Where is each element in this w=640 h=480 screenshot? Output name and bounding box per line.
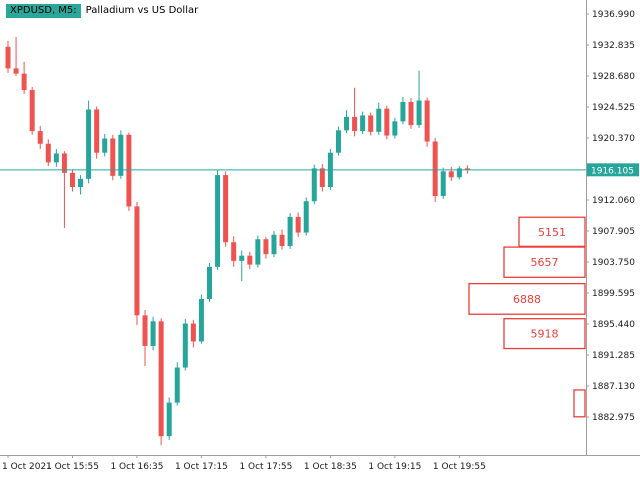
- price-axis-label: 1907.905: [592, 227, 635, 237]
- price-axis-label: 1882.975: [592, 413, 635, 423]
- candle-body: [239, 255, 245, 261]
- candle-body: [335, 130, 341, 153]
- candle-body: [78, 178, 84, 188]
- candle-body: [150, 321, 156, 346]
- time-axis-label: 1 Oct 15:55: [46, 462, 99, 472]
- candle-body: [400, 101, 406, 122]
- candle-body: [352, 116, 358, 132]
- annotation-box-label: 5657: [531, 256, 559, 269]
- candle-body: [61, 153, 67, 173]
- annotation-box[interactable]: [503, 318, 586, 350]
- price-axis-label: 1887.130: [592, 382, 635, 392]
- candle-body: [174, 367, 180, 403]
- current-price-tag: [587, 163, 639, 177]
- candle-body: [376, 108, 382, 132]
- candle-body: [287, 216, 293, 246]
- price-axis-label: 1936.990: [592, 10, 635, 20]
- candle-body: [223, 175, 229, 243]
- candle-body: [311, 168, 317, 202]
- time-axis-label: 1 Oct 19:55: [433, 462, 486, 472]
- price-axis[interactable]: 1936.990 1932.835 1928.680 1924.525 1920.370…: [586, 10, 635, 423]
- price-axis-label: 1932.835: [592, 41, 635, 51]
- price-axis-label: 1899.595: [592, 289, 635, 299]
- price-axis-label: 1928.680: [592, 72, 635, 82]
- annotation-box-label: 5151: [538, 226, 566, 239]
- current-price-tag-label: 1916.105: [591, 166, 634, 176]
- price-axis-label: 1920.370: [592, 134, 635, 144]
- time-axis-label: 1 Oct 16:35: [110, 462, 163, 472]
- candle-body: [368, 115, 374, 132]
- candle-body: [126, 134, 132, 207]
- candle-body: [94, 109, 100, 153]
- time-axis-label: 1 Oct 2021: [2, 462, 52, 472]
- candle-body: [198, 298, 204, 342]
- price-axis-label: 1924.525: [592, 103, 635, 113]
- price-axis-label: 1903.750: [592, 258, 635, 268]
- candles-layer: [5, 37, 470, 446]
- candle-body: [392, 121, 398, 136]
- candle-body: [69, 172, 75, 188]
- candle-body: [190, 323, 196, 342]
- candle-body: [102, 138, 108, 153]
- candle-body: [448, 171, 454, 178]
- candle-body: [5, 46, 11, 69]
- symbol-description: Palladium vs US Dollar: [85, 5, 199, 16]
- annotation-box[interactable]: [503, 246, 586, 278]
- candle-body: [118, 134, 124, 176]
- candle-body: [13, 68, 19, 74]
- candle-body: [360, 115, 366, 132]
- candle-body: [110, 138, 116, 176]
- candle-body: [416, 100, 422, 126]
- candle-body: [263, 239, 269, 255]
- price-axis-label: 1912.060: [592, 196, 635, 206]
- candle-body: [134, 206, 140, 316]
- candle-body: [45, 143, 51, 163]
- candle-body: [231, 242, 237, 261]
- candle-body: [37, 131, 43, 144]
- candle-body: [432, 141, 438, 196]
- time-axis-label: 1 Oct 18:35: [304, 462, 357, 472]
- annotation-box[interactable]: [468, 282, 586, 315]
- candle-body: [182, 323, 188, 368]
- candle-body: [295, 216, 301, 233]
- candle-body: [142, 315, 148, 346]
- annotation-box[interactable]: [518, 216, 586, 247]
- candle-body: [166, 402, 172, 437]
- candle-body: [279, 234, 285, 246]
- annotation-boxes: 5151 5657 6888 5918: [468, 216, 586, 418]
- candle-body: [86, 109, 92, 179]
- candle-body: [456, 168, 462, 178]
- candle-body: [158, 321, 164, 437]
- candle-body: [255, 239, 261, 265]
- candle-body: [424, 100, 430, 142]
- time-axis-label: 1 Oct 19:15: [368, 462, 421, 472]
- candle-body: [440, 171, 446, 196]
- candle-body: [408, 101, 414, 126]
- candle-body: [21, 73, 27, 91]
- time-axis-label: 1 Oct 17:15: [175, 462, 228, 472]
- annotation-box-label: 5918: [531, 328, 559, 341]
- symbol-timeframe-label: XPDUSD, M5:: [6, 4, 81, 18]
- candle-body: [319, 168, 325, 188]
- candle-body: [464, 168, 470, 170]
- price-axis-label: 1891.285: [592, 351, 635, 361]
- candle-body: [344, 116, 350, 131]
- annotation-box-label: 6888: [513, 293, 541, 306]
- chart-header: XPDUSD, M5: Palladium vs US Dollar: [6, 4, 199, 18]
- annotation-box[interactable]: [573, 389, 586, 418]
- candle-body: [303, 201, 309, 233]
- candle-body: [247, 255, 253, 265]
- candle-body: [53, 153, 59, 163]
- candle-body: [271, 234, 277, 255]
- candle-body: [384, 108, 390, 136]
- candle-body: [29, 90, 35, 132]
- candle-body: [207, 266, 212, 299]
- candle-body: [215, 175, 221, 267]
- price-axis-label: 1895.440: [592, 320, 635, 330]
- time-axis-label: 1 Oct 17:55: [239, 462, 292, 472]
